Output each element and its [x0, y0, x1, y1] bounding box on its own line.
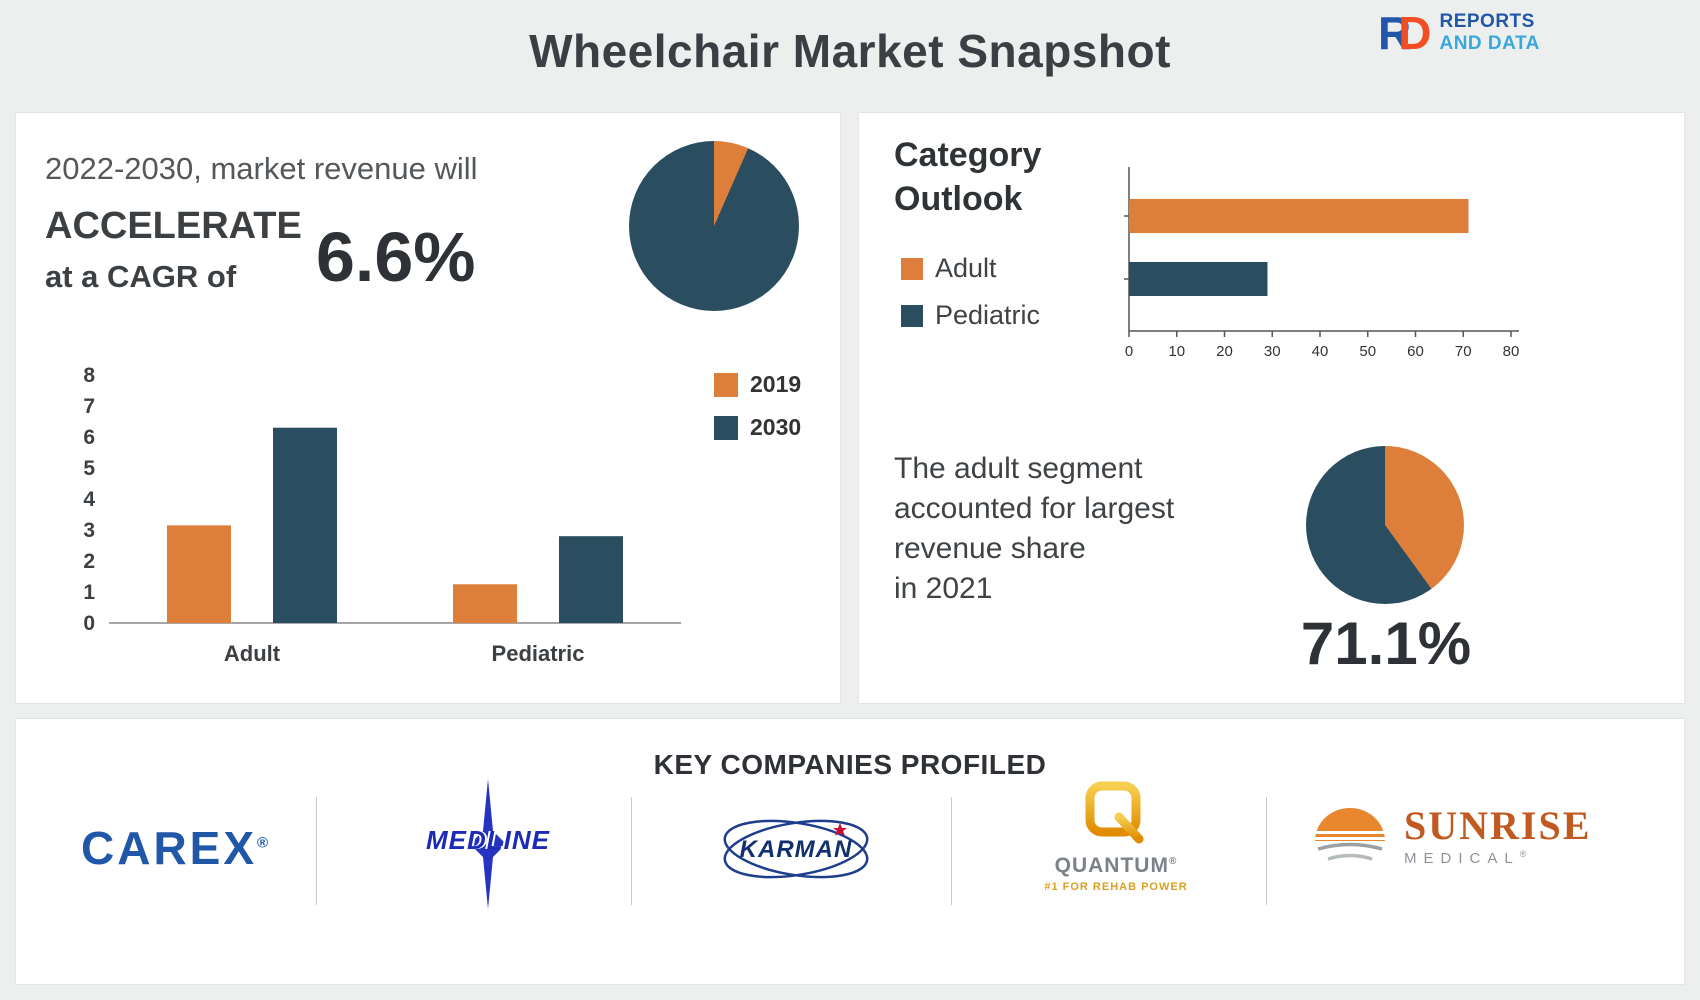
legend-label-2030: 2030 — [750, 414, 802, 440]
legend-swatch-adult — [901, 257, 923, 280]
quantum-q-icon — [1085, 781, 1144, 844]
legend-label-pediatric: Pediatric — [935, 300, 1041, 330]
divider — [316, 797, 317, 905]
reports-and-data-logo: RD REPORTS AND DATA — [1378, 10, 1540, 56]
svg-text:6: 6 — [83, 426, 95, 449]
cagr-value: 6.6% — [316, 218, 476, 296]
divider — [631, 797, 632, 905]
accelerate-text: ACCELERATE — [45, 205, 302, 247]
svg-text:5: 5 — [83, 457, 95, 480]
quantum-tagline: #1 FOR REHAB POWER — [1044, 881, 1188, 893]
quantum-reg-mark: ® — [1168, 856, 1178, 867]
svg-text:8: 8 — [83, 364, 95, 387]
svg-text:Adult: Adult — [224, 641, 281, 666]
key-companies-heading: KEY COMPANIES PROFILED — [653, 749, 1047, 780]
category-outlook-panel: Category Outlook Adult Pediatric 0 10 20 30… — [858, 112, 1685, 704]
heading-line2: Outlook — [894, 180, 1023, 218]
svg-text:3: 3 — [83, 519, 95, 542]
carex-reg-mark: ® — [257, 834, 272, 852]
divider — [1266, 797, 1267, 905]
karman-orbit-icon: KARMAN — [723, 819, 869, 879]
heading-line1: Category — [894, 136, 1042, 174]
svg-text:80: 80 — [1503, 343, 1520, 360]
market-growth-panel: 2022-2030, market revenue will ACCELERAT… — [15, 112, 841, 704]
key-companies-panel: KEY COMPANIES PROFILED CAREX® MEDLINE KA… — [15, 718, 1685, 985]
sun-icon — [1308, 808, 1392, 861]
sunrise-wordmark: SUNRISE MEDICAL® — [1404, 803, 1592, 868]
legend-item-2019: 2019 — [714, 371, 801, 398]
svg-text:2: 2 — [83, 550, 95, 573]
svg-text:10: 10 — [1168, 343, 1185, 360]
medline-logo: MEDLINE — [408, 779, 568, 919]
share-value: 71.1% — [1300, 610, 1472, 677]
brand-mark-d: D — [1398, 7, 1432, 59]
svg-text:Pediatric: Pediatric — [492, 641, 585, 666]
medline-star-icon — [470, 779, 506, 909]
svg-text:20: 20 — [1216, 343, 1233, 360]
cagr-label: at a CAGR of — [45, 259, 237, 294]
revenue-bar-chart: 0 1 2 3 4 5 6 7 8 Adult Pediatric — [83, 364, 681, 666]
brand-line1: REPORTS — [1439, 11, 1535, 32]
cagr-pie-chart — [629, 141, 799, 311]
category-legend: Adult Pediatric — [901, 253, 1040, 347]
svg-text:7: 7 — [83, 395, 95, 418]
svg-text:4: 4 — [83, 488, 95, 511]
adult-segment-note: The adult segment accounted for largest … — [894, 452, 1175, 605]
quantum-logo: QUANTUM® #1 FOR REHAB POWER — [1031, 781, 1201, 893]
page-title: Wheelchair Market Snapshot — [529, 25, 1171, 77]
legend-item-adult: Adult — [901, 253, 1040, 284]
brand-line2: AND DATA — [1439, 33, 1540, 54]
legend-swatch-pediatric — [901, 304, 923, 327]
revenue-share-pie-chart — [1306, 446, 1464, 604]
carex-wordmark: CAREX — [81, 822, 258, 874]
sunrise-reg-mark: ® — [1519, 849, 1527, 859]
svg-text:30: 30 — [1264, 343, 1281, 360]
legend-swatch-2030 — [714, 415, 738, 440]
svg-text:60: 60 — [1407, 343, 1424, 360]
divider — [951, 797, 952, 905]
maple-leaf-icon — [833, 823, 847, 836]
svg-text:0: 0 — [1125, 343, 1133, 360]
svg-text:0: 0 — [83, 612, 95, 635]
sunrise-name: SUNRISE — [1404, 803, 1592, 848]
svg-text:50: 50 — [1359, 343, 1376, 360]
sunrise-medical-sub: MEDICAL® — [1404, 849, 1527, 867]
carex-logo: CAREX® — [81, 821, 271, 875]
brand-wordmark: REPORTS AND DATA — [1439, 11, 1539, 55]
intro-line: 2022-2030, market revenue will — [45, 151, 478, 186]
brand-mark-r: R — [1378, 7, 1412, 59]
revenue-chart-legend: 2019 2030 — [714, 371, 801, 457]
legend-item-pediatric: Pediatric — [901, 300, 1040, 331]
medline-wordmark: MEDLINE — [426, 825, 550, 855]
svg-text:70: 70 — [1455, 343, 1472, 360]
legend-label-2019: 2019 — [750, 371, 802, 397]
svg-text:40: 40 — [1312, 343, 1329, 360]
sunrise-medical-logo: SUNRISE MEDICAL® — [1308, 805, 1591, 867]
legend-label-adult: Adult — [935, 253, 997, 283]
legend-swatch-2019 — [714, 372, 738, 397]
svg-text:KARMAN: KARMAN — [740, 836, 853, 863]
brand-mark-icon: RD — [1378, 10, 1431, 56]
category-outlook-heading: Category Outlook — [894, 133, 1041, 221]
karman-logo: KARMAN — [716, 799, 876, 904]
svg-text:1: 1 — [83, 581, 95, 604]
legend-item-2030: 2030 — [714, 414, 801, 441]
quantum-wordmark: QUANTUM® — [1054, 854, 1178, 877]
category-outlook-bar-chart: 0 10 20 30 40 50 60 70 80 — [1124, 167, 1520, 360]
